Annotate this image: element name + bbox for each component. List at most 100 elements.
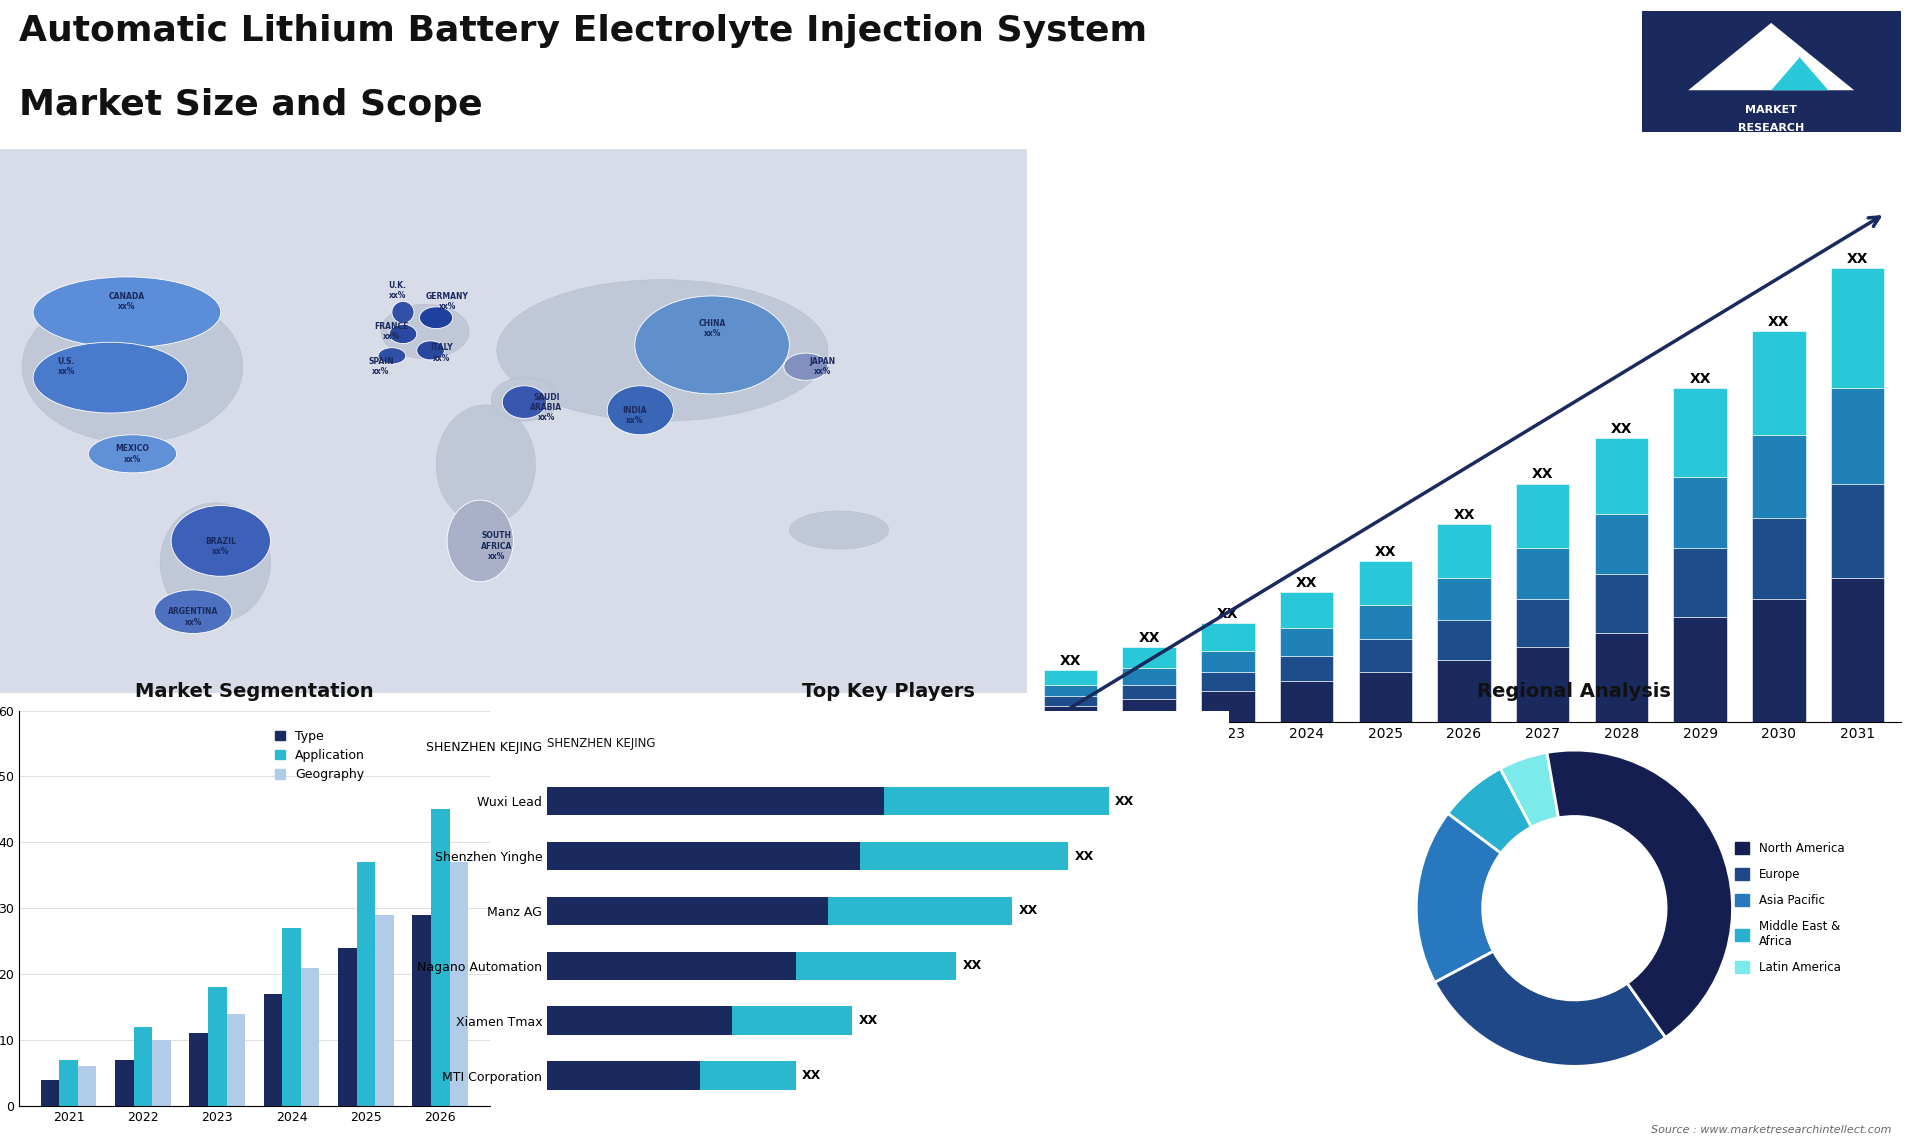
Ellipse shape — [503, 386, 547, 418]
Ellipse shape — [607, 386, 674, 434]
Text: U.K.
xx%: U.K. xx% — [388, 281, 407, 300]
Ellipse shape — [159, 503, 271, 622]
Bar — [282, 928, 301, 1106]
Bar — [115, 1060, 134, 1106]
Bar — [547, 787, 883, 816]
Bar — [547, 1006, 732, 1035]
Text: CHINA
xx%: CHINA xx% — [699, 319, 726, 338]
Bar — [547, 896, 828, 925]
Bar — [430, 809, 449, 1106]
Text: XX: XX — [1217, 606, 1238, 621]
Text: MEXICO
xx%: MEXICO xx% — [115, 445, 150, 463]
Text: SOUTH
AFRICA
xx%: SOUTH AFRICA xx% — [482, 532, 513, 562]
FancyBboxPatch shape — [1642, 11, 1901, 155]
Bar — [227, 1013, 246, 1106]
Polygon shape — [1688, 23, 1855, 91]
Bar — [1044, 684, 1096, 696]
Wedge shape — [1500, 753, 1559, 827]
Ellipse shape — [380, 304, 468, 359]
Ellipse shape — [21, 291, 242, 442]
Text: JAPAN
xx%: JAPAN xx% — [810, 358, 835, 376]
Bar — [795, 951, 956, 980]
Bar — [1202, 651, 1254, 672]
Bar — [357, 862, 374, 1106]
Bar — [1438, 660, 1490, 722]
Bar — [1359, 639, 1411, 672]
Bar — [374, 915, 394, 1106]
Text: XX: XX — [858, 1014, 877, 1027]
Bar — [207, 987, 227, 1106]
Ellipse shape — [497, 280, 828, 421]
Text: Market Size and Scope: Market Size and Scope — [19, 88, 482, 121]
Legend: Type, Application, Geography: Type, Application, Geography — [271, 724, 371, 786]
Wedge shape — [1548, 751, 1732, 1037]
Bar — [883, 787, 1108, 816]
Bar — [1832, 578, 1884, 722]
Bar — [547, 951, 795, 980]
Text: RESEARCH: RESEARCH — [1738, 124, 1805, 133]
Bar — [1674, 617, 1726, 722]
Text: XX: XX — [962, 959, 981, 972]
Text: INTELLECT: INTELLECT — [1738, 142, 1805, 151]
Bar — [1674, 549, 1726, 617]
Ellipse shape — [783, 353, 828, 380]
Bar — [1202, 672, 1254, 691]
Title: Regional Analysis: Regional Analysis — [1478, 682, 1670, 700]
Bar — [699, 1061, 795, 1090]
Bar — [1438, 524, 1490, 578]
Text: FRANCE
xx%: FRANCE xx% — [374, 322, 409, 342]
Bar — [1123, 684, 1175, 699]
Bar — [40, 1080, 60, 1106]
Text: XX: XX — [1375, 545, 1396, 559]
Bar — [1832, 484, 1884, 578]
Text: Source : www.marketresearchintellect.com: Source : www.marketresearchintellect.com — [1651, 1124, 1891, 1135]
Text: U.S.
xx%: U.S. xx% — [58, 358, 75, 376]
Bar — [1832, 388, 1884, 484]
Bar — [1281, 656, 1332, 682]
Ellipse shape — [447, 500, 513, 582]
Bar — [60, 1060, 79, 1106]
Bar — [1517, 647, 1569, 722]
Bar — [1202, 691, 1254, 722]
Bar — [338, 948, 357, 1106]
Title: Market Segmentation: Market Segmentation — [134, 682, 374, 700]
Text: CANADA
xx%: CANADA xx% — [109, 292, 146, 311]
Text: XX: XX — [1060, 653, 1081, 668]
Text: MARKET: MARKET — [1745, 104, 1797, 115]
Wedge shape — [1434, 951, 1665, 1066]
Ellipse shape — [171, 505, 271, 576]
Bar — [547, 1061, 699, 1090]
Ellipse shape — [33, 343, 188, 413]
Legend: North America, Europe, Asia Pacific, Middle East &
Africa, Latin America: North America, Europe, Asia Pacific, Mid… — [1730, 838, 1849, 979]
Text: BRAZIL
xx%: BRAZIL xx% — [205, 536, 236, 556]
Bar — [1674, 477, 1726, 549]
Bar — [1517, 598, 1569, 647]
Ellipse shape — [33, 277, 221, 347]
Bar — [1438, 578, 1490, 620]
Bar — [1044, 706, 1096, 722]
Text: XX: XX — [1116, 794, 1135, 808]
Polygon shape — [1770, 57, 1828, 91]
Bar — [1359, 562, 1411, 605]
Text: XX: XX — [1296, 575, 1317, 590]
Title: Top Key Players: Top Key Players — [801, 682, 975, 700]
Ellipse shape — [88, 434, 177, 473]
Bar — [860, 842, 1068, 870]
Bar — [1517, 549, 1569, 598]
Text: XX: XX — [1611, 422, 1632, 435]
Bar — [547, 842, 860, 870]
Bar — [1044, 670, 1096, 684]
Bar — [1044, 696, 1096, 706]
Bar — [1753, 331, 1805, 435]
Bar — [152, 1041, 171, 1106]
Bar — [1281, 592, 1332, 628]
Bar — [1517, 484, 1569, 549]
Bar — [1123, 647, 1175, 668]
Text: XX: XX — [1847, 252, 1868, 266]
Bar — [1832, 268, 1884, 388]
Text: SAUDI
ARABIA
xx%: SAUDI ARABIA xx% — [530, 393, 563, 423]
Bar — [1596, 438, 1647, 515]
Ellipse shape — [789, 511, 889, 549]
Bar — [1438, 620, 1490, 660]
Bar — [1596, 633, 1647, 722]
